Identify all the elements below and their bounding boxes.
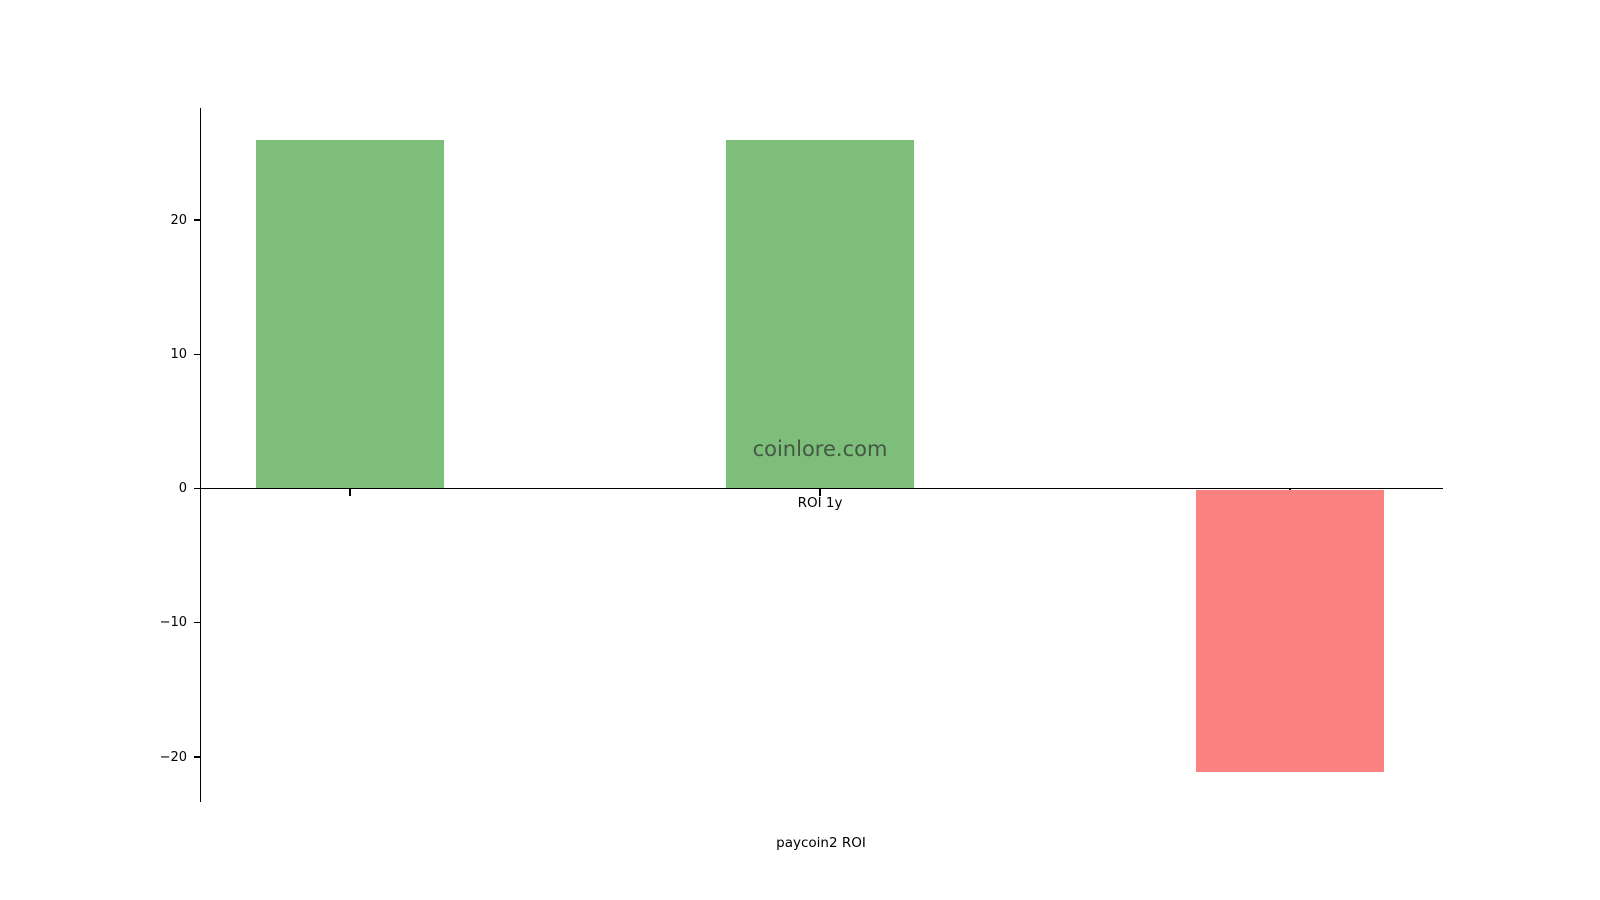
x-tick-mark: [349, 488, 351, 496]
y-tick-mark: [194, 353, 200, 355]
bar-2: [726, 139, 914, 489]
y-axis-spine: [200, 108, 202, 802]
y-tick-label: −20: [159, 749, 187, 765]
y-tick-label: 20: [170, 212, 187, 228]
x-tick-label: ROI 1y: [797, 494, 843, 511]
y-tick-mark: [194, 622, 200, 624]
watermark-text: coinlore.com: [752, 437, 888, 461]
chart-xlabel: paycoin2 ROI: [776, 835, 866, 851]
x-axis-zero-line: [200, 488, 1443, 490]
y-tick-label: 0: [178, 481, 187, 497]
bar-1: [256, 139, 444, 489]
y-tick-mark: [194, 487, 200, 490]
x-tick-mark: [819, 488, 821, 496]
bar-3: [1196, 489, 1384, 772]
y-tick-mark: [194, 756, 200, 758]
y-tick-mark: [194, 219, 200, 221]
y-tick-label: −10: [159, 615, 187, 631]
y-tick-label: 10: [170, 346, 187, 362]
